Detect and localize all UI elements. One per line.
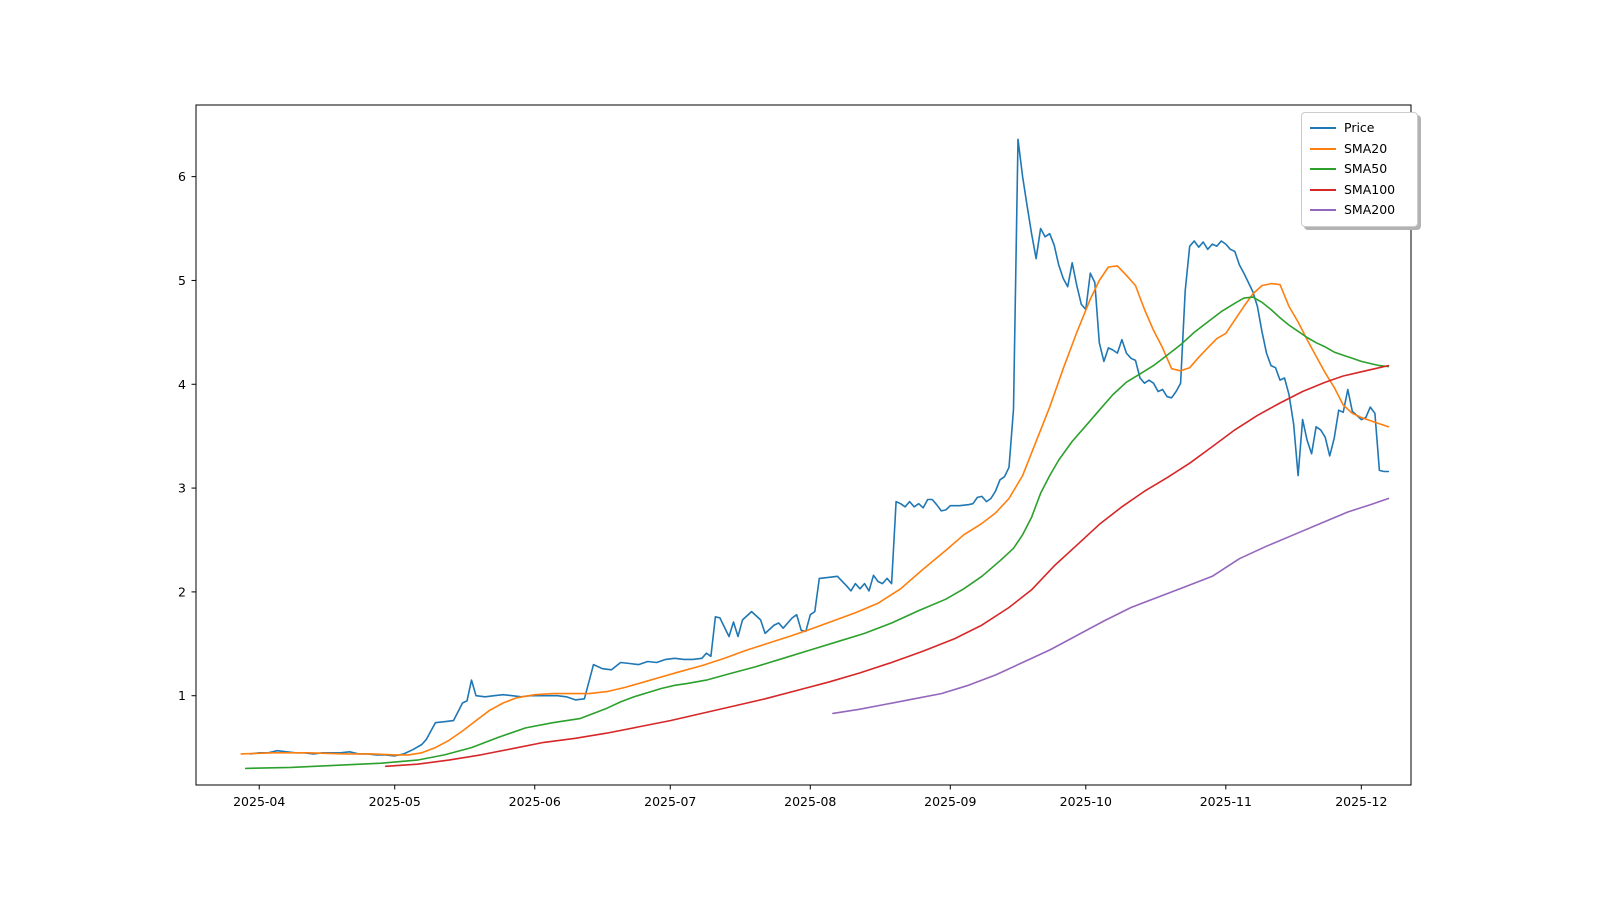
legend-item-sma200: SMA200 bbox=[1310, 200, 1409, 221]
x-tick-label: 2025-05 bbox=[369, 794, 421, 809]
y-tick-label: 1 bbox=[178, 688, 186, 703]
x-tick-label: 2025-11 bbox=[1200, 794, 1252, 809]
plot-frame bbox=[195, 104, 1412, 786]
legend-label: SMA20 bbox=[1344, 140, 1388, 156]
series-line-sma20 bbox=[240, 265, 1390, 756]
x-tick-label: 2025-10 bbox=[1060, 794, 1112, 809]
x-tick-label: 2025-07 bbox=[644, 794, 696, 809]
legend-line-swatch-sma20 bbox=[1310, 147, 1336, 150]
y-tick-label: 5 bbox=[178, 273, 186, 288]
x-tick-label: 2025-04 bbox=[233, 794, 285, 809]
legend-item-price: Price bbox=[1310, 118, 1409, 139]
y-tick-label: 6 bbox=[178, 169, 186, 184]
legend-line-swatch-sma200 bbox=[1310, 209, 1336, 212]
x-tick-label: 2025-08 bbox=[784, 794, 836, 809]
legend-item-sma20: SMA20 bbox=[1310, 139, 1409, 160]
x-tick-label: 2025-06 bbox=[509, 794, 561, 809]
legend-item-sma100: SMA100 bbox=[1310, 180, 1409, 201]
legend-label: Price bbox=[1344, 120, 1375, 135]
x-tick-label: 2025-09 bbox=[924, 794, 976, 809]
y-tick-label: 3 bbox=[178, 481, 186, 496]
legend-line-swatch-sma50 bbox=[1310, 168, 1336, 171]
legend-label: SMA50 bbox=[1344, 161, 1388, 176]
y-tick-label: 2 bbox=[178, 584, 186, 599]
legend-label: SMA100 bbox=[1344, 181, 1396, 197]
series-line-sma200 bbox=[832, 497, 1390, 715]
legend-item-sma50: SMA50 bbox=[1310, 159, 1409, 180]
series-line-sma100 bbox=[384, 364, 1390, 768]
x-tick-label: 2025-12 bbox=[1335, 794, 1387, 809]
legend: Price SMA20 SMA50 SMA100 SMA200 bbox=[1301, 112, 1418, 227]
series-line-sma50 bbox=[244, 296, 1390, 770]
legend-line-swatch-price bbox=[1310, 127, 1336, 130]
y-tick-label: 4 bbox=[178, 377, 186, 392]
legend-line-swatch-sma100 bbox=[1310, 188, 1336, 191]
series-line-price bbox=[249, 138, 1390, 757]
legend-label: SMA200 bbox=[1344, 202, 1396, 217]
